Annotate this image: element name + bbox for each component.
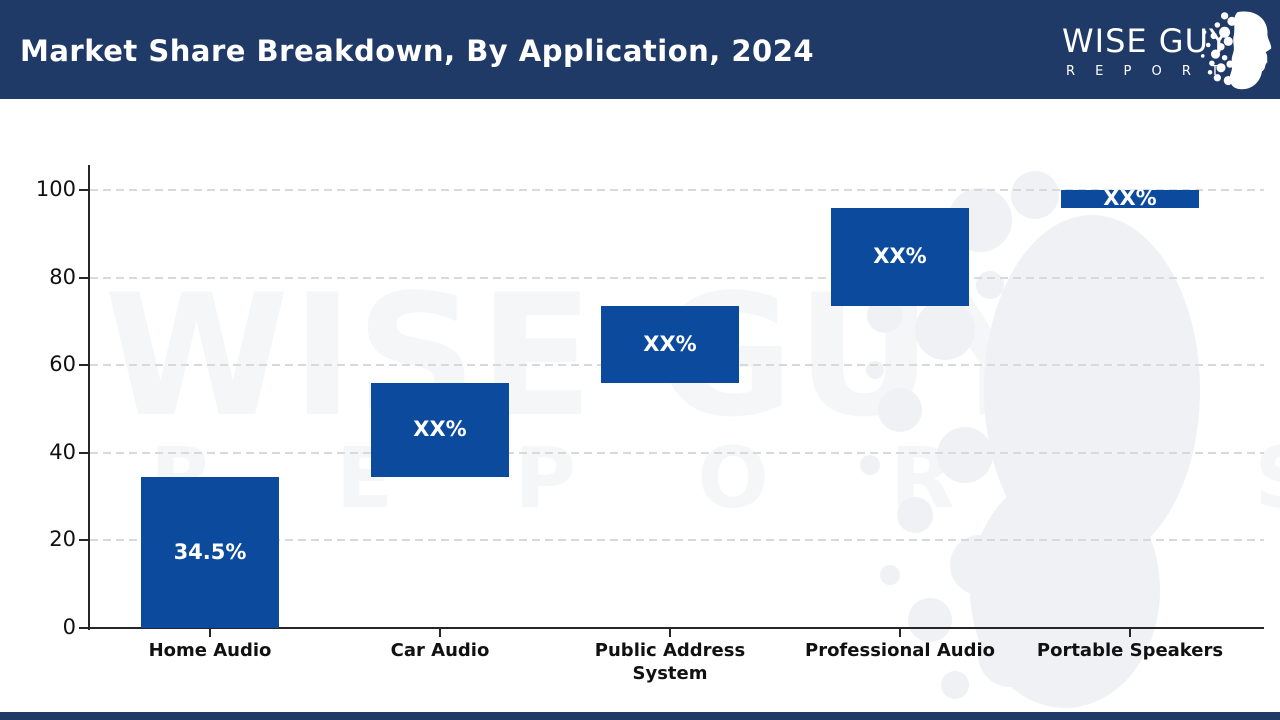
x-tick-1	[439, 629, 441, 637]
gridline-40	[90, 451, 1264, 454]
bar-value-label: XX%	[643, 331, 697, 356]
chart-title: Market Share Breakdown, By Application, …	[20, 34, 815, 68]
footer-bar	[0, 712, 1280, 720]
x-tick-4	[1129, 629, 1131, 637]
bar-value-label: XX%	[1103, 186, 1157, 211]
y-tick-label-0: 0	[62, 615, 76, 639]
header-bar: Market Share Breakdown, By Application, …	[0, 0, 1280, 99]
bar-segment: XX%	[831, 207, 969, 307]
bar-value-label: 34.5%	[173, 539, 247, 564]
gridline-100	[90, 189, 1264, 191]
bar-value-label: XX%	[873, 244, 927, 269]
wise-guy-reports-logo: WISE GUY R E P O R T S	[1024, 0, 1274, 99]
y-tick-label-60: 60	[49, 352, 76, 377]
x-tick-0	[209, 629, 211, 637]
logo-head-icon	[1200, 11, 1272, 90]
x-tick-3	[899, 629, 901, 637]
x-category-label: Professional Audio	[805, 640, 996, 661]
y-tick-20	[79, 539, 88, 542]
y-tick-label-40: 40	[49, 439, 76, 464]
y-axis-line	[88, 165, 90, 630]
y-tick-60	[79, 364, 88, 367]
x-tick-2	[669, 629, 671, 637]
gridline-20	[90, 539, 1264, 542]
x-category-label: Public Address System	[594, 640, 746, 684]
y-tick-100	[79, 189, 88, 191]
bar-segment: XX%	[371, 382, 509, 477]
logo-subtitle: R E P O R T S	[1066, 64, 1256, 79]
bar-value-label: XX%	[413, 417, 467, 442]
x-category-label: Home Audio	[148, 640, 272, 661]
bar-segment: XX%	[601, 306, 739, 383]
bar-segment: XX%	[1061, 186, 1199, 211]
x-category-label: Portable Speakers	[1036, 640, 1224, 661]
x-category-label: Car Audio	[390, 640, 490, 661]
y-tick-80	[79, 276, 88, 279]
y-tick-0	[79, 627, 88, 629]
gridline-80	[90, 276, 1264, 279]
y-tick-40	[79, 451, 88, 454]
bar-segment: 34.5%	[141, 476, 279, 628]
y-tick-label-80: 80	[49, 264, 76, 289]
y-tick-label-20: 20	[49, 527, 76, 552]
logo-wordmark: WISE GUY	[1062, 22, 1230, 60]
x-axis-line	[81, 627, 1264, 629]
y-tick-label-100: 100	[35, 177, 76, 201]
